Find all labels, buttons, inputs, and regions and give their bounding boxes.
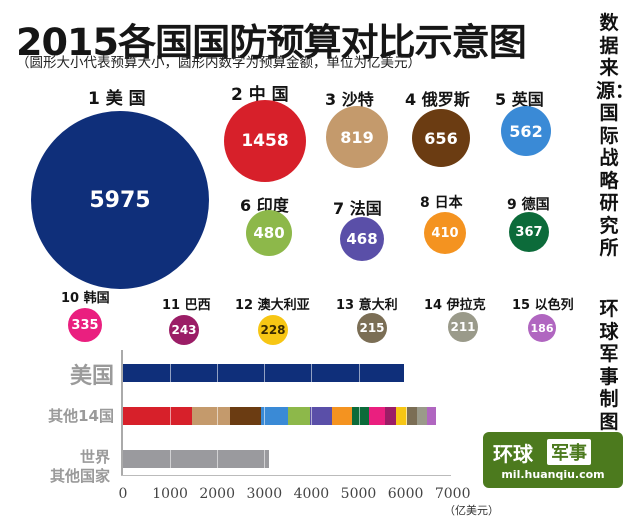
country-bubble: 243: [169, 315, 199, 345]
country-label: 14 伊拉克: [424, 298, 486, 313]
bar-gridline: [217, 364, 219, 382]
logo-text-huanqiu: 环球: [493, 442, 533, 466]
country-label: 6 印度: [240, 196, 289, 215]
country-bubble: 468: [340, 217, 384, 261]
x-tick-label: 7000: [434, 486, 471, 502]
country-label: 7 法国: [333, 199, 382, 218]
bar-segment: [395, 407, 407, 425]
country-label: 12 澳大利亚: [235, 298, 310, 313]
bar-segment: [123, 407, 192, 425]
bar-segment: [261, 407, 288, 425]
bar-usa: [123, 364, 405, 382]
country-label: 4 俄罗斯: [405, 90, 470, 109]
x-tick-label: 1000: [152, 486, 188, 502]
bar-segment: [416, 407, 427, 425]
x-tick-label: 3000: [246, 486, 283, 502]
page-title: 2015各国国防预算对比示意图: [16, 21, 527, 64]
bar-segment: [406, 407, 417, 425]
country-label: 1 美 国: [88, 89, 146, 109]
bar-gridline: [264, 407, 266, 425]
bar-segment: [368, 407, 385, 425]
bar-segment: [230, 407, 262, 425]
bar-gridline: [405, 407, 407, 425]
bar-gridline: [358, 364, 360, 382]
country-bubble: 480: [246, 210, 292, 256]
country-bubble: 5975: [31, 111, 209, 289]
country-label: 10 韩国: [61, 291, 110, 306]
credit-note: 环球军事制图: [599, 298, 619, 433]
country-label: 2 中 国: [231, 85, 289, 105]
country-bubble: 186: [528, 314, 556, 342]
country-bubble: 228: [258, 315, 288, 345]
country-label: 13 意大利: [336, 298, 398, 313]
x-tick-label: 4000: [293, 486, 330, 502]
bar-segment: [191, 407, 231, 425]
country-label: 8 日本: [420, 195, 463, 211]
y-axis: [121, 350, 123, 476]
page-subtitle: （圆形大小代表预算大小，圆形内数字为预算金额，单位为亿美元）: [16, 55, 421, 71]
country-label: 11 巴西: [162, 298, 211, 313]
country-bubble: 410: [424, 212, 466, 254]
bar-segment: [351, 407, 369, 425]
row-label-world-line2: 其他国家: [49, 467, 110, 485]
country-label: 5 英国: [495, 90, 544, 109]
country-bubble: 211: [448, 312, 478, 342]
country-bubble: 335: [68, 308, 102, 342]
bar-world-others: [123, 450, 269, 468]
row-label-usa: 美国: [69, 364, 114, 389]
bar-other14: [123, 407, 436, 425]
x-axis-unit: （亿美元）: [444, 504, 499, 517]
bar-gridline: [264, 364, 266, 382]
x-tick-label: 5000: [340, 486, 377, 502]
bar-gridline: [217, 407, 219, 425]
bar-segment: [287, 407, 311, 425]
country-bubble: 562: [501, 106, 551, 156]
country-label: 9 德国: [507, 197, 550, 213]
x-axis: [121, 475, 451, 476]
bar-segment: [426, 407, 436, 425]
bar-gridline: [170, 450, 172, 468]
bar-segment: [310, 407, 333, 425]
logo-url: mil.huanqiu.com: [501, 468, 605, 481]
country-label: 3 沙特: [325, 90, 374, 109]
country-bubble: 656: [412, 109, 470, 167]
bar-gridline: [170, 364, 172, 382]
bar-segment: [332, 407, 352, 425]
row-label-world-line1: 世界: [79, 448, 110, 466]
country-bubble: 1458: [224, 100, 306, 182]
bar-gridline: [311, 407, 313, 425]
bar-segment: [384, 407, 396, 425]
x-tick-label: 0: [118, 486, 128, 502]
logo-text-junshi: 军事: [547, 439, 591, 465]
bar-gridline: [358, 407, 360, 425]
x-tick-label: 6000: [387, 486, 424, 502]
huanqiu-logo: 环球 军事 mil.huanqiu.com: [483, 432, 623, 488]
bar-gridline: [264, 450, 266, 468]
row-label-other14: 其他14国: [48, 407, 114, 425]
country-bubble: 819: [326, 106, 388, 168]
country-bubble: 367: [509, 212, 549, 252]
bar-gridline: [311, 364, 313, 382]
country-label: 15 以色列: [512, 298, 574, 313]
bar-gridline: [217, 450, 219, 468]
country-bubble: 215: [357, 313, 387, 343]
x-tick-label: 2000: [199, 486, 236, 502]
source-note: 数据来源：国际战略研究所: [596, 12, 635, 259]
bar-gridline: [170, 407, 172, 425]
